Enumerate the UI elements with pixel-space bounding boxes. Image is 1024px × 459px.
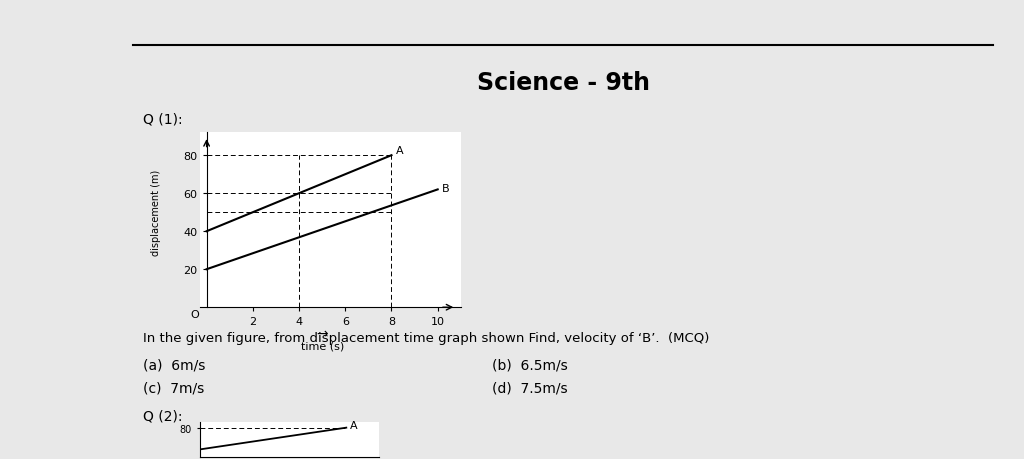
Text: B: B bbox=[442, 184, 450, 194]
Text: displacement (m): displacement (m) bbox=[151, 170, 161, 256]
Text: Q (1):: Q (1): bbox=[143, 112, 183, 126]
Text: (c)  7m/s: (c) 7m/s bbox=[143, 381, 205, 395]
Text: A: A bbox=[349, 420, 357, 430]
Text: →: → bbox=[316, 327, 328, 341]
Text: (d)  7.5m/s: (d) 7.5m/s bbox=[492, 381, 567, 395]
Text: In the given figure, from displacement time graph shown Find, velocity of ‘B’.  : In the given figure, from displacement t… bbox=[143, 331, 710, 344]
Text: (b)  6.5m/s: (b) 6.5m/s bbox=[492, 358, 567, 372]
Text: Science - 9th: Science - 9th bbox=[477, 71, 649, 95]
Text: O: O bbox=[190, 309, 200, 319]
Text: Q (2):: Q (2): bbox=[143, 409, 183, 422]
Text: time (s): time (s) bbox=[300, 341, 344, 350]
Text: A: A bbox=[396, 146, 403, 156]
Text: (a)  6m/s: (a) 6m/s bbox=[143, 358, 206, 372]
